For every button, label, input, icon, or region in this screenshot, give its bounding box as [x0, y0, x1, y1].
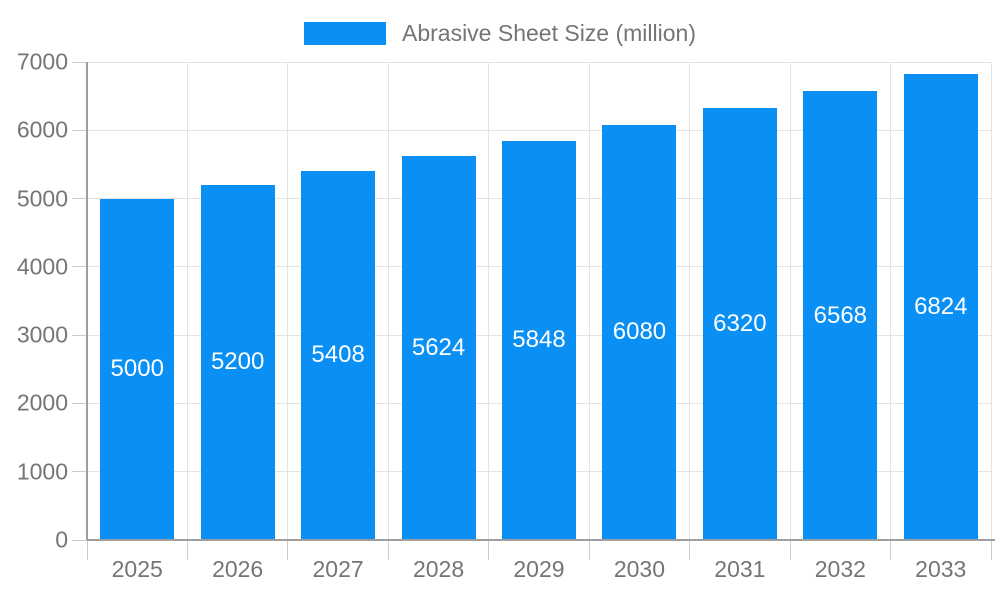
x-axis-tick [588, 541, 590, 560]
y-axis-tick [72, 471, 87, 473]
bar-value-label: 5624 [411, 333, 466, 361]
gridline-horizontal [87, 129, 991, 131]
bar-value-label: 5848 [512, 326, 566, 354]
gridline-vertical [990, 62, 992, 540]
x-tick-label: 2030 [613, 556, 666, 582]
bar[interactable] [502, 140, 576, 540]
gridline-vertical [890, 62, 892, 540]
x-tick-label: 2032 [814, 556, 866, 582]
gridline-vertical [387, 62, 389, 540]
x-axis-line [87, 539, 995, 541]
y-tick-label: 3000 [16, 321, 68, 348]
y-tick-label: 7000 [16, 48, 68, 75]
bar[interactable] [401, 155, 476, 540]
x-axis-tick [86, 541, 88, 560]
x-axis-tick [890, 541, 892, 560]
bar[interactable] [100, 198, 175, 540]
bar-value-label: 6568 [813, 301, 868, 329]
legend-label: Abrasive Sheet Size (million) [401, 20, 696, 46]
x-tick-label: 2025 [111, 556, 163, 582]
bar-value-label: 5000 [110, 355, 164, 383]
y-axis-line [85, 62, 88, 540]
y-axis-tick [72, 129, 87, 131]
gridline-vertical [186, 62, 188, 540]
x-axis-tick [387, 541, 389, 560]
y-tick-label: 2000 [16, 389, 68, 416]
x-axis-tick [488, 541, 490, 560]
x-tick-label: 2026 [212, 556, 264, 582]
x-axis-tick [689, 541, 691, 560]
y-axis-tick [72, 198, 87, 200]
y-axis-tick [72, 539, 87, 541]
y-axis-tick [72, 334, 87, 336]
x-tick-label: 2028 [412, 556, 465, 582]
y-tick-label: 6000 [16, 116, 68, 143]
gridline-horizontal [87, 61, 991, 63]
gridline-vertical [689, 62, 691, 540]
x-axis-tick [287, 541, 289, 560]
y-tick-label: 1000 [16, 458, 68, 485]
x-tick-label: 2031 [714, 556, 766, 582]
y-tick-label: 0 [55, 526, 68, 553]
gridline-vertical [287, 62, 289, 540]
x-axis-tick [990, 541, 992, 560]
x-tick-label: 2029 [513, 556, 565, 582]
bar[interactable] [702, 108, 777, 540]
x-axis-tick [789, 541, 791, 560]
x-tick-label: 2027 [312, 556, 364, 582]
x-tick-label: 2033 [915, 556, 967, 582]
bar[interactable] [602, 124, 677, 540]
gridline-vertical [789, 62, 791, 540]
bar[interactable] [200, 184, 275, 540]
bar[interactable] [301, 170, 376, 540]
y-axis-tick [72, 402, 87, 404]
y-tick-label: 4000 [16, 253, 68, 280]
x-axis-tick [186, 541, 188, 560]
y-axis-tick [72, 266, 87, 268]
bar-value-label: 6080 [612, 318, 667, 346]
gridline-vertical [488, 62, 490, 540]
bar-value-label: 6320 [713, 310, 767, 338]
y-tick-label: 5000 [16, 185, 68, 212]
y-axis-tick [72, 61, 87, 63]
bar-value-label: 6824 [914, 293, 968, 320]
bar-value-label: 5408 [311, 341, 365, 369]
legend-swatch [303, 22, 386, 45]
legend-item[interactable]: Abrasive Sheet Size (million) [0, 20, 1000, 47]
bar[interactable] [803, 91, 878, 540]
bar[interactable] [903, 74, 978, 540]
gridline-vertical [588, 62, 590, 540]
bar-value-label: 5200 [210, 348, 265, 376]
